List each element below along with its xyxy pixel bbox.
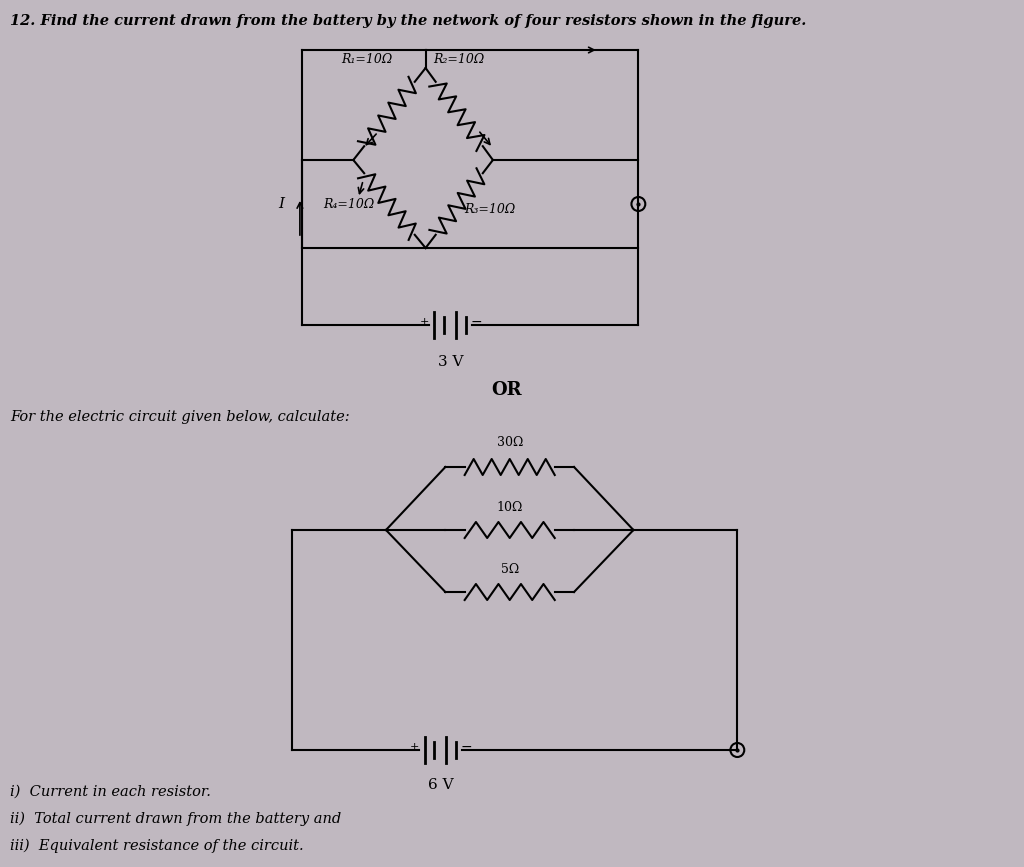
Text: R₄=10Ω: R₄=10Ω: [324, 198, 375, 211]
Text: i)  Current in each resistor.: i) Current in each resistor.: [10, 785, 211, 799]
Text: iii)  Equivalent resistance of the circuit.: iii) Equivalent resistance of the circui…: [10, 839, 303, 853]
Text: OR: OR: [492, 381, 522, 399]
Text: 3 V: 3 V: [437, 355, 463, 369]
Text: 6 V: 6 V: [428, 778, 454, 792]
Text: −: −: [470, 315, 482, 329]
Text: 30Ω: 30Ω: [497, 436, 523, 449]
Text: +: +: [410, 742, 420, 752]
Text: ii)  Total current drawn from the battery and: ii) Total current drawn from the battery…: [10, 812, 341, 826]
Text: +: +: [420, 317, 429, 327]
Text: −: −: [461, 740, 472, 754]
Text: R₁=10Ω: R₁=10Ω: [341, 53, 392, 66]
Text: I: I: [279, 197, 284, 211]
Text: 5Ω: 5Ω: [501, 563, 519, 576]
Text: R₃=10Ω: R₃=10Ω: [464, 203, 515, 216]
Text: 12. Find the current drawn from the battery by the network of four resistors sho: 12. Find the current drawn from the batt…: [10, 14, 806, 28]
Text: R₂=10Ω: R₂=10Ω: [433, 53, 484, 66]
Text: 10Ω: 10Ω: [497, 501, 523, 514]
Text: For the electric circuit given below, calculate:: For the electric circuit given below, ca…: [10, 410, 349, 424]
